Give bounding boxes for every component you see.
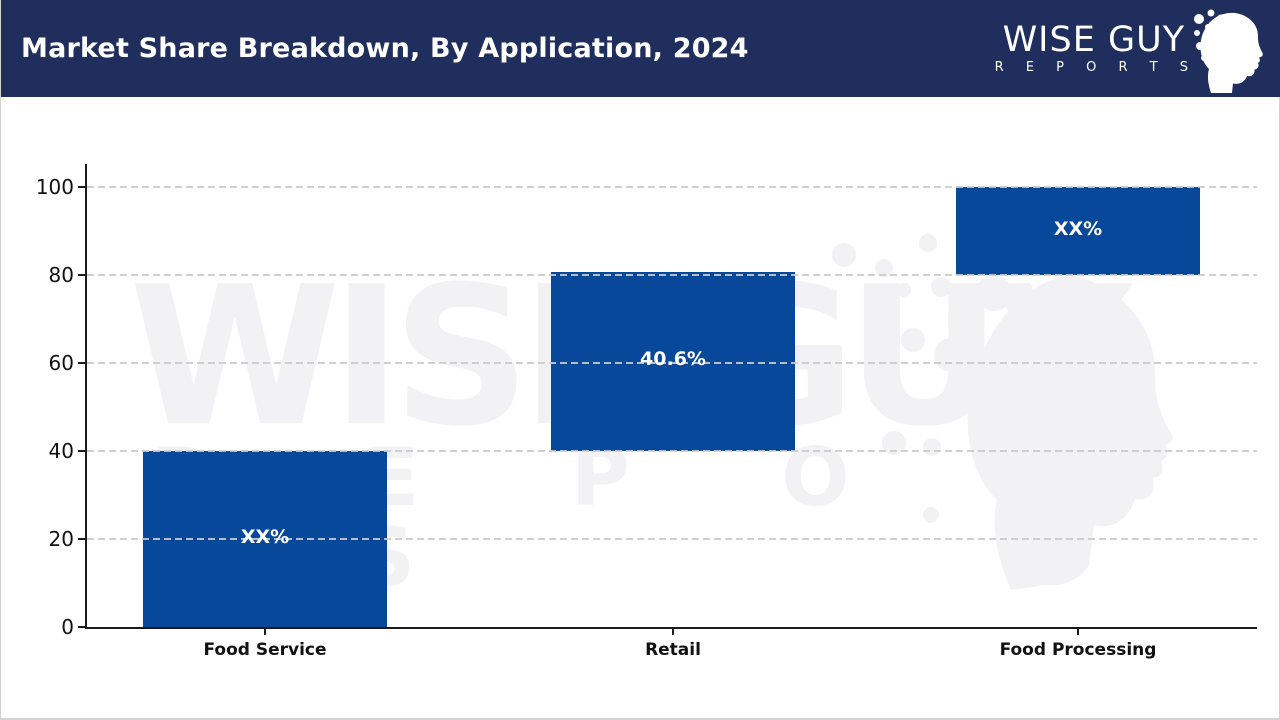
bar-value-label: XX% bbox=[1053, 217, 1103, 240]
x-axis-tick bbox=[264, 627, 266, 635]
y-axis-tick-label: 0 bbox=[61, 615, 74, 639]
y-axis-tick-label: 80 bbox=[48, 262, 74, 287]
y-axis-tick-label: 60 bbox=[48, 350, 74, 375]
chart-bar bbox=[956, 186, 1200, 275]
page-title: Market Share Breakdown, By Application, … bbox=[21, 33, 749, 64]
y-axis-tick bbox=[78, 626, 87, 628]
y-axis-tick-label: 100 bbox=[35, 174, 74, 199]
brand-logo: WISE GUY R E P O R T S bbox=[991, 5, 1269, 93]
y-axis-tick bbox=[78, 361, 87, 364]
x-axis-category-label: Food Service bbox=[203, 640, 327, 660]
y-axis-tick bbox=[78, 185, 87, 188]
x-axis-line bbox=[85, 627, 1257, 629]
x-axis-tick bbox=[672, 627, 674, 635]
x-axis-category-label: Retail bbox=[645, 640, 701, 660]
y-axis-tick-label: 20 bbox=[48, 526, 74, 551]
chart-bar bbox=[551, 271, 795, 451]
header-bar: Market Share Breakdown, By Application, … bbox=[1, 0, 1280, 97]
brand-subname: R E P O R T S bbox=[994, 59, 1197, 75]
gridline bbox=[87, 273, 1257, 276]
y-axis-tick-label: 40 bbox=[48, 438, 74, 463]
x-axis-tick bbox=[1077, 627, 1079, 635]
brand-name: WISE GUY bbox=[1002, 19, 1186, 60]
wise-guy-head-icon bbox=[1194, 9, 1263, 93]
y-axis-tick bbox=[78, 449, 87, 452]
watermark-head-icon bbox=[832, 234, 1173, 590]
bar-value-label: 40.6% bbox=[640, 348, 706, 371]
gridline bbox=[87, 361, 1257, 364]
y-axis-tick bbox=[78, 537, 87, 540]
gridline bbox=[87, 449, 1257, 452]
y-axis-line bbox=[85, 164, 87, 629]
bar-value-label: XX% bbox=[240, 525, 290, 548]
x-axis-category-label: Food Processing bbox=[999, 640, 1157, 660]
gridline bbox=[87, 537, 1257, 540]
gridline bbox=[87, 185, 1257, 188]
y-axis-tick bbox=[78, 273, 87, 276]
brand-logo-text: WISE GUY R E P O R T S bbox=[991, 19, 1197, 75]
